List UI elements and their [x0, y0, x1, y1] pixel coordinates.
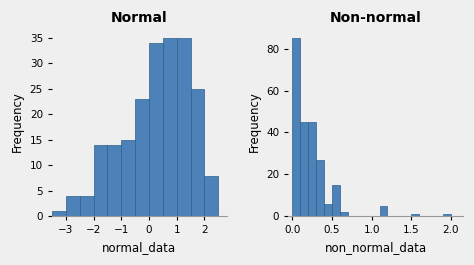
Bar — [380, 206, 387, 216]
Bar — [332, 185, 340, 216]
Bar — [108, 145, 121, 216]
Title: Non-normal: Non-normal — [329, 11, 421, 25]
X-axis label: non_normal_data: non_normal_data — [325, 241, 427, 254]
Bar — [300, 122, 308, 216]
Title: Normal: Normal — [111, 11, 168, 25]
Bar — [121, 140, 135, 216]
Bar — [191, 89, 204, 216]
Y-axis label: Frequency: Frequency — [11, 91, 24, 152]
Bar — [308, 122, 316, 216]
Bar — [324, 204, 332, 216]
Bar — [93, 145, 108, 216]
Bar — [204, 175, 219, 216]
Y-axis label: Frequency: Frequency — [247, 91, 261, 152]
Bar — [163, 38, 177, 216]
Bar — [135, 99, 149, 216]
X-axis label: normal_data: normal_data — [102, 241, 176, 254]
Bar — [149, 43, 163, 216]
Bar — [411, 214, 419, 216]
Bar — [316, 160, 324, 216]
Bar — [177, 38, 191, 216]
Bar — [443, 214, 451, 216]
Bar — [340, 212, 348, 216]
Bar — [52, 211, 66, 216]
Bar — [80, 196, 93, 216]
Bar — [292, 38, 300, 216]
Bar — [66, 196, 80, 216]
